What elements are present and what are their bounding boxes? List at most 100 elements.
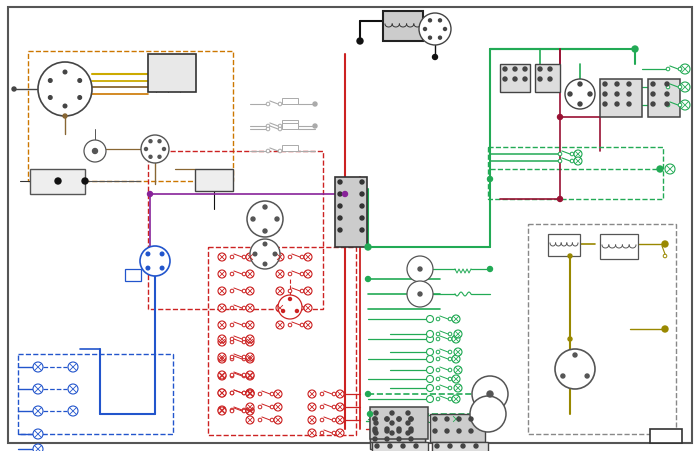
Circle shape — [242, 337, 246, 341]
Circle shape — [365, 244, 371, 250]
Circle shape — [242, 355, 246, 359]
Circle shape — [678, 68, 682, 72]
Circle shape — [230, 355, 234, 359]
Circle shape — [385, 417, 389, 421]
Circle shape — [332, 431, 336, 435]
Circle shape — [258, 418, 262, 422]
Circle shape — [84, 141, 106, 163]
Circle shape — [158, 156, 161, 159]
Circle shape — [160, 253, 164, 256]
Circle shape — [246, 287, 254, 295]
Circle shape — [357, 39, 363, 45]
Circle shape — [146, 267, 150, 270]
Circle shape — [320, 392, 324, 396]
Circle shape — [242, 410, 246, 413]
Circle shape — [33, 444, 43, 451]
Bar — [282, 124, 298, 130]
Circle shape — [33, 362, 43, 372]
Circle shape — [242, 373, 246, 377]
Circle shape — [406, 431, 410, 435]
Bar — [370, 414, 425, 449]
Circle shape — [452, 375, 460, 383]
Circle shape — [246, 335, 254, 343]
Circle shape — [246, 389, 254, 397]
Circle shape — [406, 411, 410, 415]
Circle shape — [418, 292, 422, 296]
Bar — [282, 99, 298, 105]
Bar — [370, 414, 425, 442]
Circle shape — [218, 321, 226, 329]
Circle shape — [632, 47, 638, 53]
Circle shape — [218, 353, 226, 361]
Circle shape — [276, 253, 284, 262]
Circle shape — [561, 374, 565, 378]
Circle shape — [448, 444, 452, 448]
Circle shape — [12, 88, 16, 92]
Circle shape — [373, 417, 377, 421]
Circle shape — [266, 125, 270, 129]
Bar — [500, 65, 530, 93]
Circle shape — [538, 78, 542, 82]
Circle shape — [585, 374, 589, 378]
Circle shape — [657, 166, 663, 173]
Circle shape — [407, 281, 433, 307]
Circle shape — [253, 253, 257, 256]
Circle shape — [218, 287, 226, 295]
Circle shape — [436, 332, 440, 336]
Circle shape — [332, 418, 336, 422]
Circle shape — [436, 350, 440, 354]
Circle shape — [385, 429, 389, 433]
Circle shape — [242, 307, 246, 310]
Circle shape — [313, 103, 317, 107]
Circle shape — [246, 304, 254, 312]
Circle shape — [360, 229, 364, 232]
Circle shape — [263, 206, 267, 210]
Circle shape — [242, 391, 246, 395]
Circle shape — [426, 376, 433, 382]
Circle shape — [454, 366, 462, 374]
Circle shape — [385, 437, 389, 441]
Circle shape — [270, 405, 274, 409]
Circle shape — [414, 444, 418, 448]
Circle shape — [428, 37, 431, 40]
Bar — [528, 225, 676, 434]
Circle shape — [469, 429, 473, 433]
Circle shape — [407, 257, 433, 282]
Circle shape — [627, 83, 631, 87]
Circle shape — [615, 103, 619, 107]
Circle shape — [373, 417, 377, 421]
Circle shape — [242, 357, 246, 361]
Circle shape — [55, 179, 61, 184]
Circle shape — [665, 103, 669, 107]
Bar — [195, 170, 233, 192]
Circle shape — [454, 384, 462, 392]
Circle shape — [385, 417, 389, 421]
Circle shape — [230, 357, 234, 361]
Circle shape — [452, 355, 460, 363]
Circle shape — [409, 429, 413, 433]
Circle shape — [281, 310, 285, 313]
Circle shape — [342, 192, 347, 197]
Circle shape — [338, 205, 342, 208]
Circle shape — [426, 356, 433, 363]
Circle shape — [48, 97, 52, 100]
Circle shape — [278, 295, 302, 319]
Circle shape — [266, 128, 270, 132]
Circle shape — [426, 385, 433, 391]
Circle shape — [288, 272, 292, 276]
Circle shape — [373, 429, 377, 433]
Circle shape — [374, 421, 378, 425]
Circle shape — [230, 391, 234, 395]
Circle shape — [680, 65, 690, 75]
Circle shape — [558, 153, 562, 156]
Circle shape — [578, 103, 582, 107]
Circle shape — [469, 417, 473, 421]
Circle shape — [426, 331, 433, 338]
Circle shape — [242, 290, 246, 293]
Circle shape — [270, 418, 274, 422]
Circle shape — [603, 103, 607, 107]
Circle shape — [666, 86, 670, 90]
Circle shape — [336, 429, 344, 437]
Bar — [282, 121, 298, 127]
Circle shape — [304, 271, 312, 278]
